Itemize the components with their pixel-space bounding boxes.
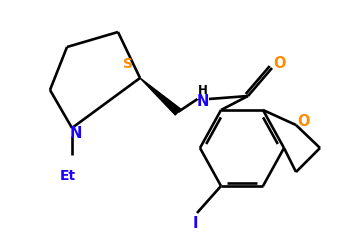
Polygon shape [140, 78, 181, 115]
Text: H: H [198, 85, 208, 98]
Text: O: O [274, 56, 286, 72]
Text: N: N [197, 94, 209, 108]
Text: Et: Et [60, 169, 76, 183]
Text: N: N [70, 127, 82, 141]
Text: S: S [123, 57, 133, 71]
Text: O: O [298, 114, 310, 129]
Text: I: I [192, 216, 198, 232]
